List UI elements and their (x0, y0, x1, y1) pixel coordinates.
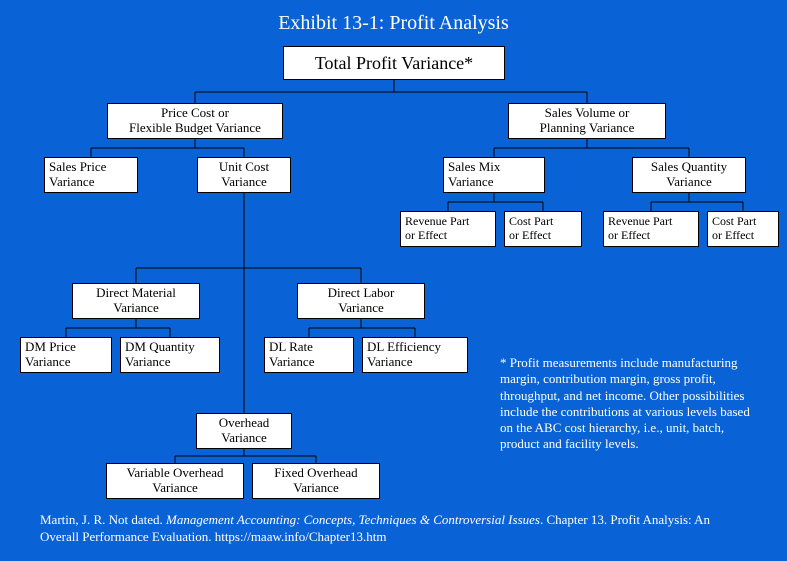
node-label: DM PriceVariance (25, 340, 76, 370)
node-oh_var: OverheadVariance (196, 413, 292, 449)
node-label: Sales PriceVariance (49, 160, 106, 190)
node-dm_var: Direct MaterialVariance (72, 283, 200, 319)
node-dm_price: DM PriceVariance (20, 337, 112, 373)
node-label: Revenue Partor Effect (405, 215, 469, 243)
node-label: OverheadVariance (219, 416, 270, 446)
citation: Martin, J. R. Not dated. Management Acco… (40, 512, 740, 546)
node-label: DM QuantityVariance (125, 340, 195, 370)
node-unit_cost: Unit CostVariance (197, 157, 291, 193)
node-voh_var: Variable OverheadVariance (106, 463, 244, 499)
node-sales_mix: Sales MixVariance (443, 157, 545, 193)
node-mix_cost: Cost Partor Effect (504, 211, 582, 247)
node-dl_var: Direct LaborVariance (297, 283, 425, 319)
node-dm_qty: DM QuantityVariance (120, 337, 220, 373)
node-label: DL EfficiencyVariance (367, 340, 441, 370)
node-label: Cost Partor Effect (712, 215, 756, 243)
node-label: Fixed OverheadVariance (274, 466, 357, 496)
node-label: Variable OverheadVariance (126, 466, 223, 496)
node-qty_cost: Cost Partor Effect (707, 211, 779, 247)
footnote: * Profit measurements include manufactur… (500, 355, 750, 453)
node-dl_rate: DL RateVariance (264, 337, 354, 373)
node-label: Sales QuantityVariance (651, 160, 727, 190)
node-label: Total Profit Variance* (315, 53, 473, 74)
node-sales_vol: Sales Volume orPlanning Variance (508, 103, 666, 139)
node-label: Direct MaterialVariance (96, 286, 176, 316)
node-foh_var: Fixed OverheadVariance (252, 463, 380, 499)
node-label: Cost Partor Effect (509, 215, 553, 243)
exhibit-title: Exhibit 13-1: Profit Analysis (0, 12, 787, 35)
node-qty_rev: Revenue Partor Effect (603, 211, 699, 247)
node-label: Revenue Partor Effect (608, 215, 672, 243)
node-mix_rev: Revenue Partor Effect (400, 211, 496, 247)
node-label: Sales Volume orPlanning Variance (540, 106, 635, 136)
node-dl_eff: DL EfficiencyVariance (362, 337, 468, 373)
node-label: Sales MixVariance (448, 160, 500, 190)
node-label: Price Cost orFlexible Budget Variance (129, 106, 261, 136)
node-label: Unit CostVariance (219, 160, 269, 190)
node-sales_price: Sales PriceVariance (44, 157, 138, 193)
node-root: Total Profit Variance* (283, 46, 505, 80)
node-price_cost: Price Cost orFlexible Budget Variance (107, 103, 283, 139)
node-label: DL RateVariance (269, 340, 314, 370)
diagram-stage: Exhibit 13-1: Profit Analysis * Profit m… (0, 0, 787, 561)
node-label: Direct LaborVariance (328, 286, 395, 316)
node-sales_qty: Sales QuantityVariance (632, 157, 746, 193)
